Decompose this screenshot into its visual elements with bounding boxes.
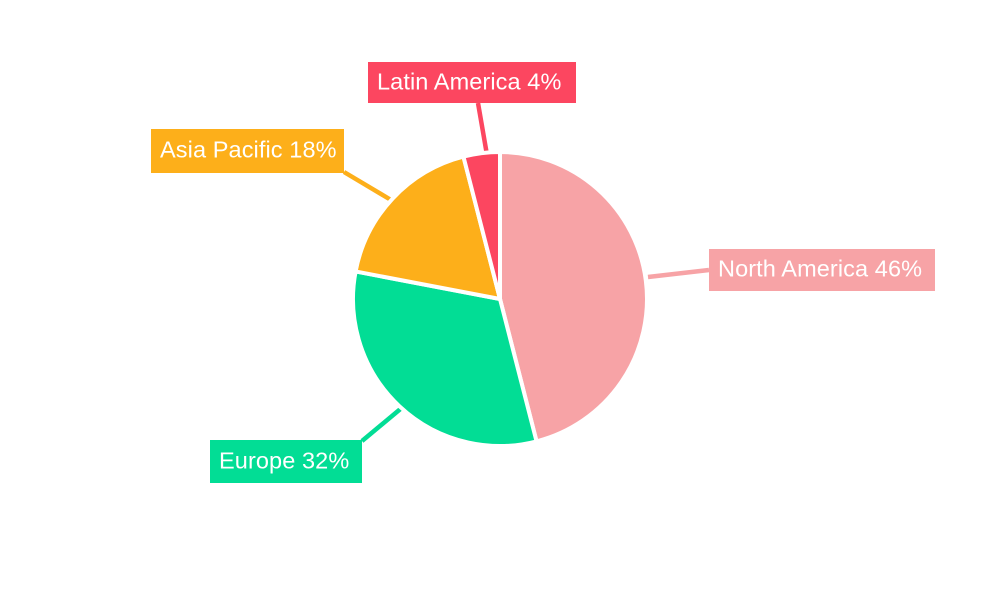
- leader-lines-group: [342, 102, 710, 443]
- pie-label-latin-america-text: Latin America 4%: [377, 68, 562, 95]
- leader-line-latin-america: [475, 102, 490, 156]
- leader-line-asia-pacific: [342, 170, 393, 202]
- pie-slices-group: [351, 150, 649, 448]
- pie-label-europe-text: Europe 32%: [219, 447, 350, 474]
- pie-slice-asia-pacific[interactable]: [353, 154, 502, 301]
- pie-slice-latin-america[interactable]: [461, 150, 502, 301]
- pie-label-asia-pacific[interactable]: Asia Pacific 18%: [151, 129, 344, 173]
- leader-line-europe: [360, 404, 406, 443]
- pie-slice-north-america[interactable]: [498, 150, 649, 444]
- pie-label-north-america-text: North America 46%: [718, 255, 923, 282]
- leader-line-north-america: [647, 267, 710, 280]
- pie-slice-europe[interactable]: [351, 269, 539, 448]
- pie-label-latin-america[interactable]: Latin America 4%: [368, 62, 576, 103]
- pie-label-europe[interactable]: Europe 32%: [210, 440, 362, 483]
- pie-label-north-america[interactable]: North America 46%: [709, 249, 935, 291]
- pie-label-asia-pacific-text: Asia Pacific 18%: [160, 136, 337, 163]
